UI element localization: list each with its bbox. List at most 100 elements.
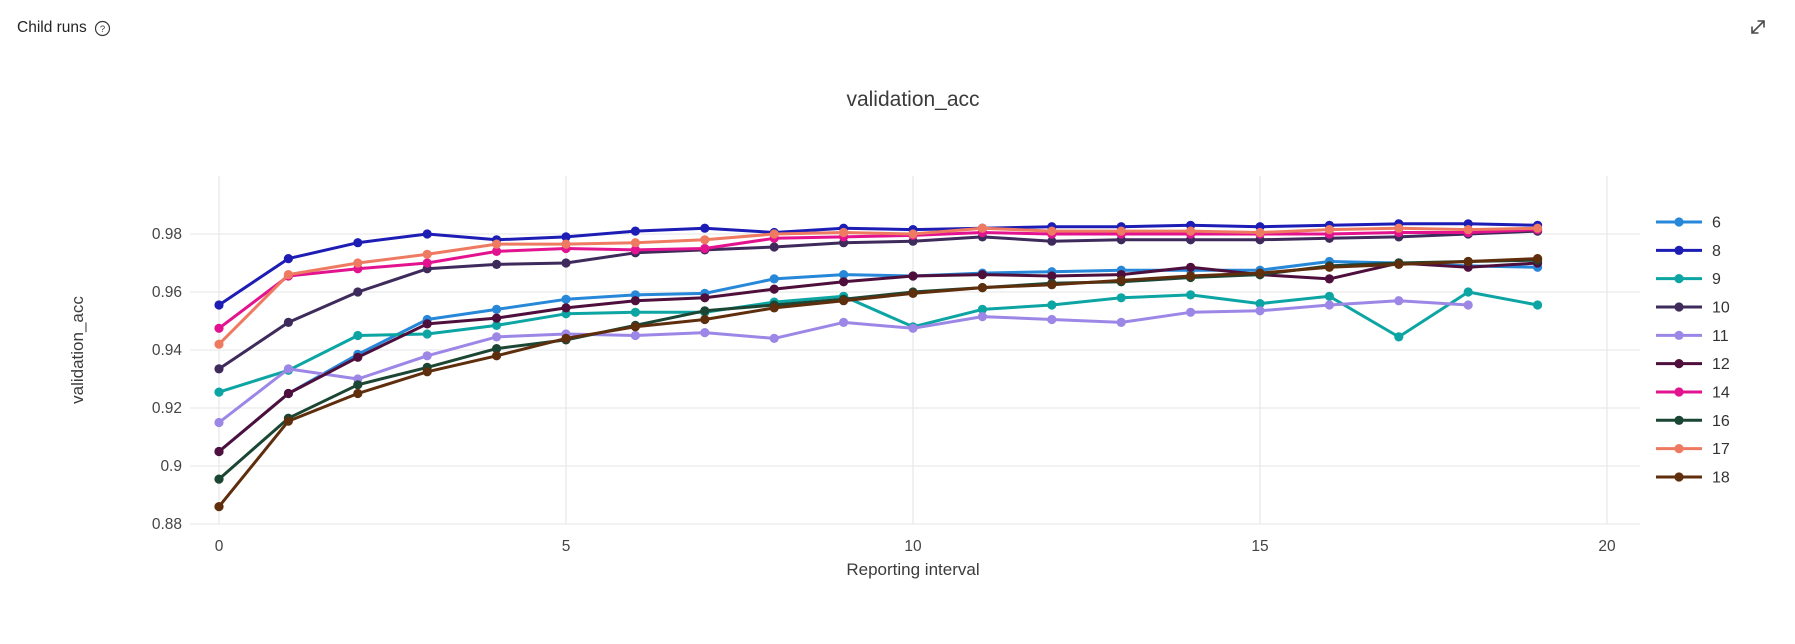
data-point-series-18[interactable] [561,333,571,343]
data-point-series-18[interactable] [1116,275,1126,285]
series-line-14[interactable] [217,228,1540,330]
data-point-series-12[interactable] [630,296,641,306]
series-line-9[interactable] [217,290,1540,394]
data-point-series-18[interactable] [1047,280,1057,290]
data-point-series-18[interactable] [1186,271,1196,281]
data-point-series-17[interactable] [977,223,988,233]
data-point-series-12[interactable] [839,277,849,287]
data-point-series-17[interactable] [1116,226,1126,236]
data-point-series-8[interactable] [214,300,224,310]
data-point-series-18[interactable] [839,296,849,306]
data-point-series-10[interactable] [353,287,363,297]
data-point-series-18[interactable] [1324,262,1334,272]
legend-item-12[interactable]: 12 [1656,356,1730,373]
data-point-series-12[interactable] [353,352,363,362]
data-point-series-9[interactable] [1533,300,1543,310]
data-point-series-17[interactable] [1255,227,1265,238]
series-line-17[interactable] [217,226,1540,346]
data-point-series-9[interactable] [1186,290,1196,300]
data-point-series-11[interactable] [908,323,918,333]
data-point-series-11[interactable] [630,330,641,341]
data-point-series-14[interactable] [422,258,432,268]
data-point-series-17[interactable] [1533,223,1543,233]
legend-item-18[interactable]: 18 [1656,469,1730,486]
data-point-series-9[interactable] [1324,291,1334,301]
data-point-series-17[interactable] [561,239,571,249]
data-point-series-11[interactable] [214,417,224,428]
data-point-series-8[interactable] [422,229,432,239]
data-point-series-6[interactable] [769,274,779,284]
data-point-series-14[interactable] [700,243,710,254]
data-point-series-11[interactable] [700,328,710,338]
data-point-series-9[interactable] [1463,287,1473,297]
data-point-series-17[interactable] [769,229,779,239]
data-point-series-17[interactable] [214,339,224,349]
legend-item-14[interactable]: 14 [1656,384,1730,401]
data-point-series-17[interactable] [1394,223,1404,233]
data-point-series-18[interactable] [283,416,293,426]
data-point-series-18[interactable] [908,288,918,298]
data-point-series-12[interactable] [214,446,224,457]
data-point-series-11[interactable] [492,332,502,342]
data-point-series-17[interactable] [283,270,293,280]
data-point-series-17[interactable] [353,258,363,268]
data-point-series-18[interactable] [422,367,432,377]
data-point-series-14[interactable] [492,246,502,256]
data-point-series-17[interactable] [492,239,502,249]
data-point-series-8[interactable] [630,226,641,236]
legend-item-11[interactable]: 11 [1656,328,1729,345]
data-point-series-16[interactable] [700,306,710,316]
data-point-series-17[interactable] [1047,226,1057,236]
data-point-series-11[interactable] [1116,317,1126,327]
data-point-series-18[interactable] [492,351,502,361]
data-point-series-10[interactable] [561,258,571,268]
data-point-series-18[interactable] [353,388,363,399]
data-point-series-16[interactable] [353,380,363,390]
data-point-series-9[interactable] [1047,300,1057,310]
data-point-series-9[interactable] [1394,332,1404,342]
data-point-series-12[interactable] [769,284,779,294]
series-line-6[interactable] [217,260,1540,453]
data-point-series-18[interactable] [977,283,988,293]
data-point-series-11[interactable] [1186,307,1196,317]
data-point-series-17[interactable] [1186,226,1196,236]
data-point-series-17[interactable] [908,229,918,239]
data-point-series-17[interactable] [839,227,849,238]
data-point-series-12[interactable] [908,271,918,281]
data-point-series-18[interactable] [769,303,779,313]
data-point-series-6[interactable] [492,304,502,314]
legend-item-6[interactable]: 6 [1656,215,1721,232]
expand-chart-icon[interactable] [1745,14,1771,45]
data-point-series-17[interactable] [700,235,710,245]
data-point-series-11[interactable] [1463,300,1473,310]
data-point-series-8[interactable] [700,223,710,233]
data-point-series-17[interactable] [1463,225,1473,235]
data-point-series-17[interactable] [1324,225,1334,235]
data-point-series-8[interactable] [283,254,293,264]
data-point-series-8[interactable] [353,238,363,248]
data-point-series-11[interactable] [839,317,849,327]
data-point-series-11[interactable] [977,312,988,322]
data-point-series-12[interactable] [700,293,710,303]
data-point-series-12[interactable] [1324,274,1334,284]
data-point-series-9[interactable] [1116,293,1126,303]
series-line-8[interactable] [217,222,1540,307]
data-point-series-18[interactable] [1255,268,1265,278]
data-point-series-9[interactable] [630,307,641,317]
series-line-16[interactable] [217,258,1540,481]
data-point-series-12[interactable] [283,388,293,399]
data-point-series-12[interactable] [977,270,988,280]
data-point-series-6[interactable] [561,294,571,304]
data-point-series-8[interactable] [561,232,571,242]
data-point-series-18[interactable] [700,314,710,325]
data-point-series-9[interactable] [1255,299,1265,309]
data-point-series-14[interactable] [630,245,641,255]
data-point-series-11[interactable] [283,364,293,374]
data-point-series-18[interactable] [1463,256,1473,267]
data-point-series-12[interactable] [492,313,502,323]
data-point-series-11[interactable] [1394,296,1404,306]
data-point-series-18[interactable] [630,322,641,332]
data-point-series-18[interactable] [1394,259,1404,269]
data-point-series-10[interactable] [1047,236,1057,246]
data-point-series-9[interactable] [977,304,988,314]
